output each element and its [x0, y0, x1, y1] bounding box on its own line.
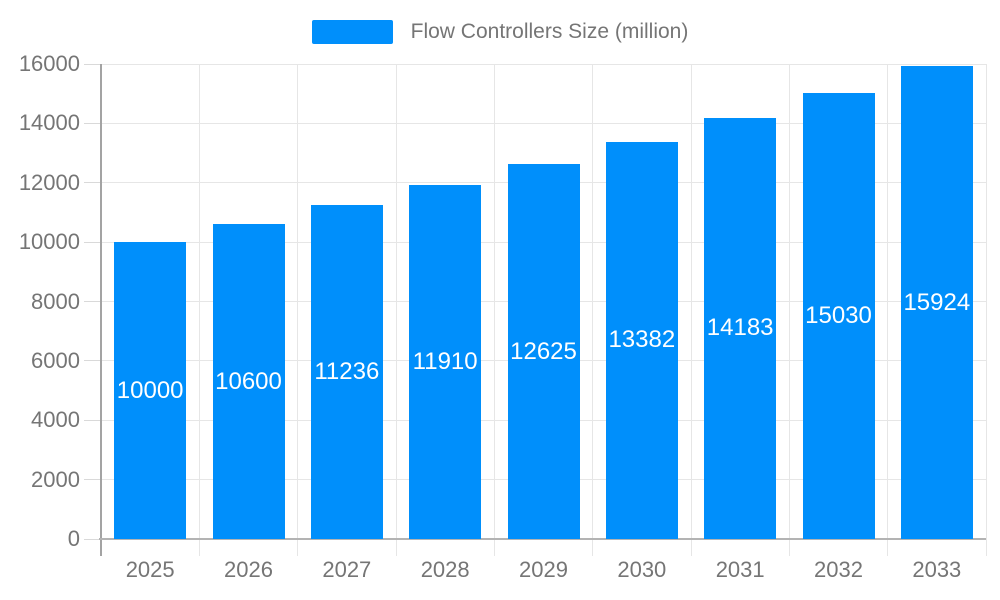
y-axis-label: 8000 [31, 288, 80, 314]
bar[interactable]: 15924 [900, 66, 973, 539]
legend[interactable]: Flow Controllers Size (million) [0, 19, 1000, 45]
x-axis-label: 2025 [125, 557, 175, 582]
bar-value-label: 11236 [314, 358, 380, 386]
y-gridline [101, 63, 986, 65]
x-gridline [493, 64, 495, 556]
bar[interactable]: 13382 [605, 141, 678, 539]
x-gridline [198, 64, 200, 556]
bar[interactable]: 12625 [507, 164, 580, 539]
y-axis-tick [84, 241, 101, 243]
bar-value-label: 14183 [706, 314, 774, 342]
bar-value-label: 11910 [412, 348, 478, 376]
y-axis-tick [84, 360, 101, 362]
legend-label: Flow Controllers Size (million) [410, 20, 689, 43]
y-axis-line [100, 64, 102, 556]
x-gridline [297, 64, 299, 556]
bar[interactable]: 11236 [310, 205, 383, 539]
x-axis-label: 2031 [715, 557, 765, 582]
y-axis-label: 4000 [31, 407, 80, 433]
x-gridline [985, 64, 987, 556]
bar[interactable]: 15030 [802, 92, 875, 539]
y-axis-tick [84, 479, 101, 481]
x-axis-label: 2033 [912, 557, 962, 582]
y-axis-tick [84, 63, 101, 65]
y-axis-tick [84, 538, 101, 540]
legend-swatch-icon [311, 20, 393, 44]
bar-value-label: 15030 [805, 301, 872, 329]
bar[interactable]: 10600 [212, 224, 285, 539]
x-axis-label: 2032 [814, 557, 863, 582]
y-axis-label: 6000 [31, 347, 80, 373]
y-axis-label: 14000 [18, 110, 80, 136]
x-gridline [395, 64, 397, 556]
y-axis-tick [84, 182, 101, 184]
x-axis-label: 2030 [617, 557, 667, 582]
bar[interactable]: 14183 [704, 117, 777, 539]
y-gridline [101, 122, 986, 124]
x-axis-line [99, 538, 986, 540]
x-gridline [887, 64, 889, 556]
y-axis-label: 16000 [18, 51, 80, 76]
x-axis-label: 2029 [519, 557, 568, 582]
x-axis-label: 2026 [224, 557, 273, 582]
x-axis-label: 2027 [322, 557, 372, 582]
x-gridline [788, 64, 790, 556]
bar-value-label: 15924 [903, 288, 971, 316]
bar-value-label: 13382 [608, 326, 676, 354]
y-axis-label: 0 [67, 526, 80, 551]
y-axis-label: 12000 [18, 169, 80, 195]
y-axis-label: 2000 [31, 466, 80, 492]
bar[interactable]: 10000 [114, 242, 187, 539]
x-gridline [592, 64, 594, 556]
x-axis-label: 2028 [420, 557, 470, 582]
bar-value-label: 10600 [215, 367, 282, 395]
y-axis-tick [84, 122, 101, 124]
bar-value-label: 12625 [510, 337, 577, 365]
y-axis-label: 10000 [18, 229, 80, 255]
bar[interactable]: 11910 [409, 185, 482, 539]
y-axis-tick [84, 419, 101, 421]
y-axis-tick [84, 301, 101, 302]
x-gridline [690, 64, 692, 556]
bar-value-label: 10000 [116, 376, 184, 404]
